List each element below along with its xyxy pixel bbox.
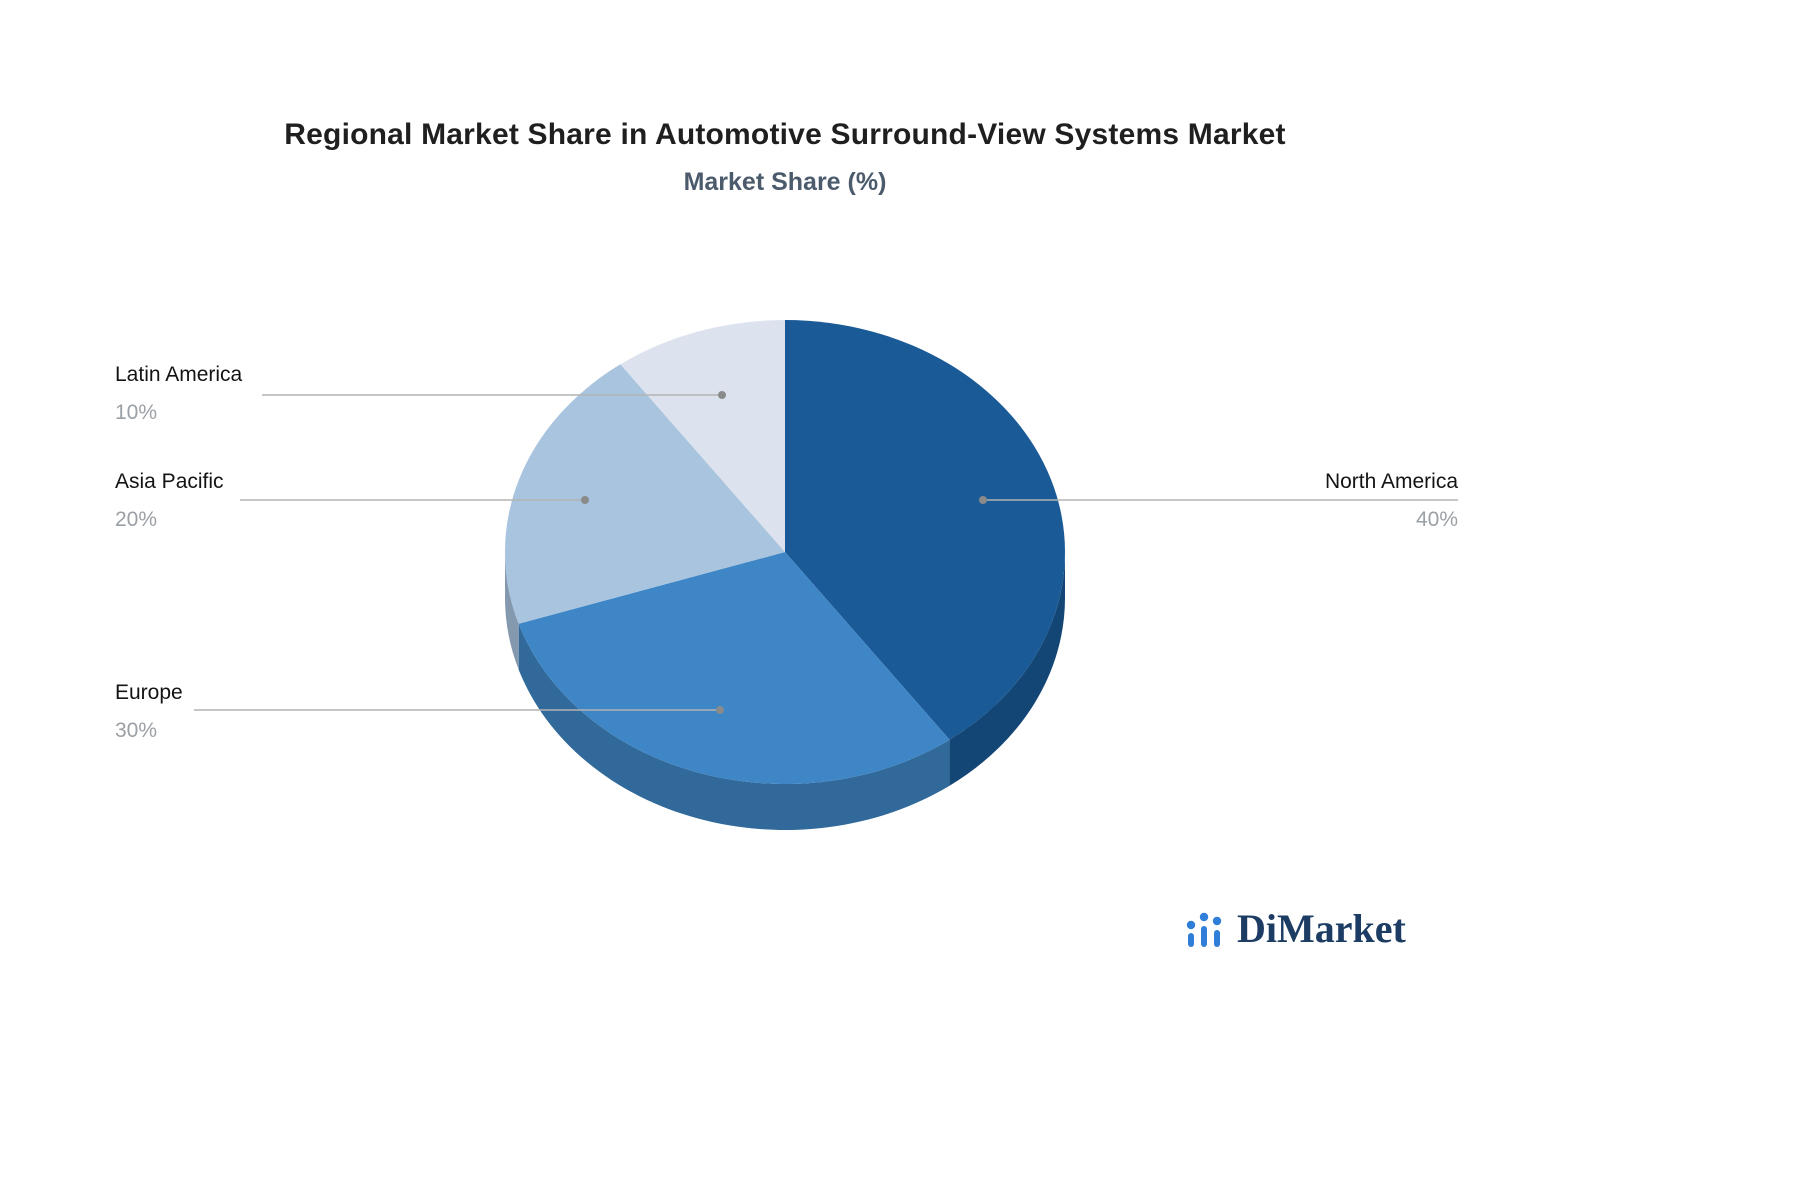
pie-slice-depth-europe <box>518 623 950 831</box>
brand-logo: DiMarket <box>1183 905 1406 953</box>
pie-slice-latin-america <box>620 320 785 552</box>
label-north-america: North America 40% <box>1325 470 1458 532</box>
pie-slice-asia-pacific <box>505 364 785 624</box>
pie-slice-north-america <box>785 320 1065 740</box>
leader-lines-group <box>194 394 1458 711</box>
slice-value: 40% <box>1415 508 1458 531</box>
leader-dots-group <box>581 391 987 714</box>
slice-label: Latin America <box>115 363 243 386</box>
leader-dot-latin-america <box>718 391 726 399</box>
label-asia-pacific: Asia Pacific 20% <box>115 470 224 532</box>
leader-dot-asia-pacific <box>581 496 589 504</box>
slice-value: 20% <box>115 508 158 531</box>
pie-slice-depth-asia-pacific <box>505 552 519 670</box>
pie-slice-depth-north-america <box>949 552 1065 786</box>
label-latin-america: Latin America 10% <box>115 363 242 425</box>
pie-slice-europe <box>518 552 950 785</box>
leader-dot-europe <box>716 706 724 714</box>
brand-name: DiMarket <box>1237 906 1406 951</box>
brand-chart-icon <box>1186 912 1222 947</box>
slice-label: Europe <box>115 681 183 704</box>
slice-value: 10% <box>115 401 158 424</box>
slice-label: Asia Pacific <box>115 470 224 493</box>
slice-value: 30% <box>115 719 158 742</box>
label-europe: Europe 30% <box>115 681 183 743</box>
chart-subtitle: Market Share (%) <box>683 168 887 196</box>
pie-slices-group <box>505 320 1065 785</box>
pie-depth-group <box>505 552 1065 831</box>
leader-dot-north-america <box>979 496 987 504</box>
chart-title: Regional Market Share in Automotive Surr… <box>284 118 1286 151</box>
slice-label: North America <box>1324 470 1458 493</box>
